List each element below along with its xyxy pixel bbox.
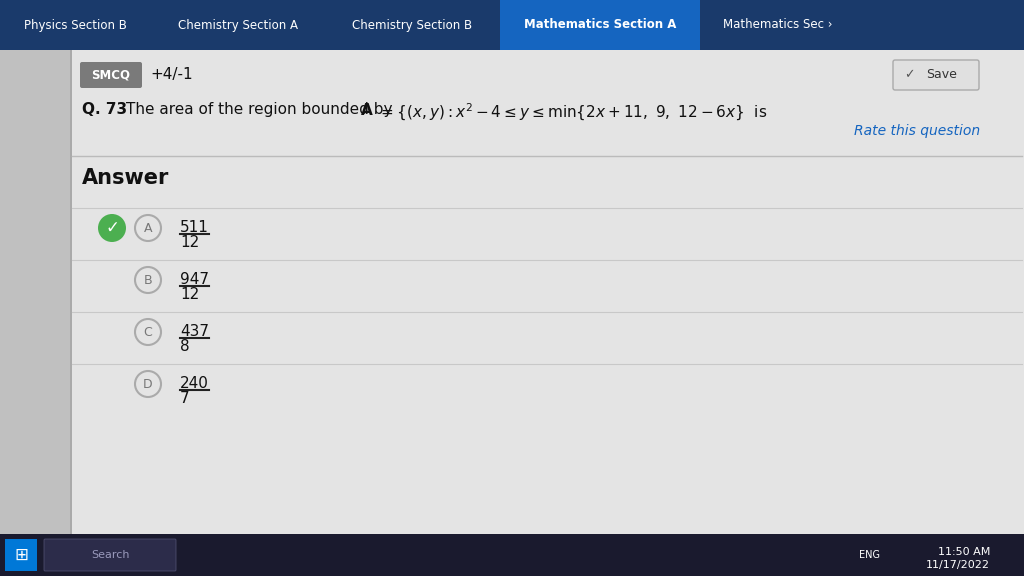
Text: Answer: Answer	[82, 168, 169, 188]
Text: +4/-1: +4/-1	[150, 67, 193, 82]
FancyBboxPatch shape	[325, 0, 500, 50]
Text: SMCQ: SMCQ	[91, 69, 130, 81]
FancyBboxPatch shape	[80, 62, 142, 88]
Text: 11:50 AM: 11:50 AM	[938, 547, 990, 557]
FancyBboxPatch shape	[0, 50, 70, 534]
FancyBboxPatch shape	[70, 50, 72, 534]
Text: ⊞: ⊞	[14, 546, 28, 564]
Text: 12: 12	[180, 287, 200, 302]
Text: Q. 73: Q. 73	[82, 102, 127, 117]
FancyBboxPatch shape	[0, 50, 1024, 534]
Text: A: A	[143, 222, 153, 234]
Text: 437: 437	[180, 324, 209, 339]
Text: ENG: ENG	[859, 550, 881, 560]
FancyBboxPatch shape	[44, 539, 176, 571]
Text: 947: 947	[180, 272, 209, 287]
FancyBboxPatch shape	[5, 539, 37, 571]
Text: Physics Section B: Physics Section B	[24, 18, 126, 32]
Text: 12: 12	[180, 235, 200, 250]
Text: Chemistry Section B: Chemistry Section B	[352, 18, 472, 32]
Circle shape	[98, 214, 126, 242]
Text: Save: Save	[927, 69, 957, 81]
FancyBboxPatch shape	[700, 0, 855, 50]
Text: $\mathbf{A}$: $\mathbf{A}$	[360, 102, 374, 118]
Text: 511: 511	[180, 220, 209, 235]
FancyBboxPatch shape	[150, 0, 325, 50]
Text: $= \{(x, y) : x^2 - 4 \leq y \leq \min\{2x + 11,\ 9,\ 12 - 6x\}$  is: $= \{(x, y) : x^2 - 4 \leq y \leq \min\{…	[378, 102, 767, 123]
Text: ✓: ✓	[105, 219, 119, 237]
Text: B: B	[143, 274, 153, 286]
Text: Rate this question: Rate this question	[854, 124, 980, 138]
Text: D: D	[143, 377, 153, 391]
FancyBboxPatch shape	[500, 0, 700, 50]
Text: Mathematics Section A: Mathematics Section A	[524, 18, 676, 32]
Text: 11/17/2022: 11/17/2022	[926, 560, 990, 570]
Text: Search: Search	[91, 550, 129, 560]
Text: Chemistry Section A: Chemistry Section A	[177, 18, 298, 32]
Text: C: C	[143, 325, 153, 339]
Text: 240: 240	[180, 376, 209, 391]
Text: 8: 8	[180, 339, 189, 354]
FancyBboxPatch shape	[0, 534, 1024, 576]
FancyBboxPatch shape	[0, 0, 150, 50]
Text: 7: 7	[180, 391, 189, 406]
FancyBboxPatch shape	[0, 0, 1024, 50]
FancyBboxPatch shape	[893, 60, 979, 90]
Text: Mathematics Sec ›: Mathematics Sec ›	[723, 18, 833, 32]
Text: The area of the region bounded by: The area of the region bounded by	[126, 102, 392, 117]
Text: ✓: ✓	[904, 69, 914, 81]
